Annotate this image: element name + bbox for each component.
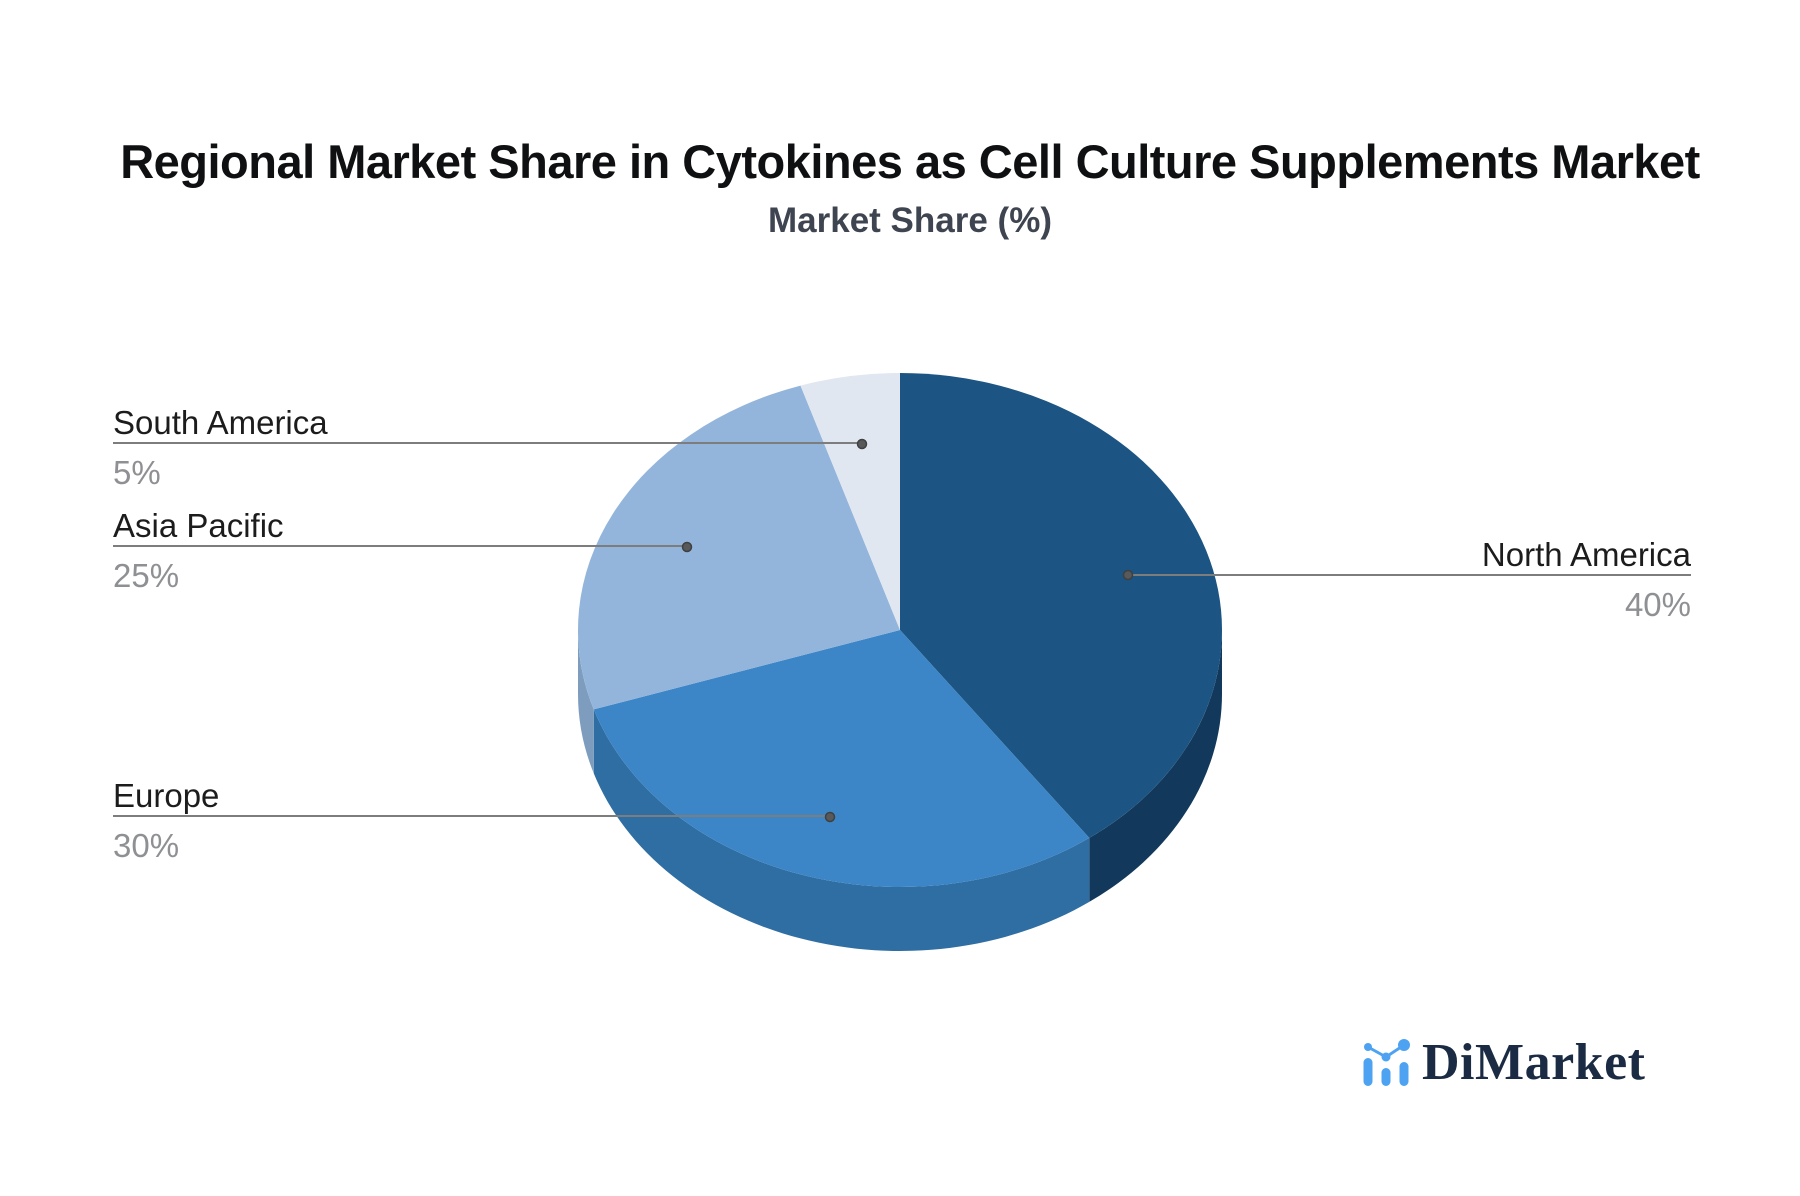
bar-line-chart-icon — [1363, 1039, 1410, 1086]
callout-label: South America — [113, 404, 328, 441]
leader-dot-north-america — [1122, 569, 1134, 581]
pie-slice-europe — [593, 630, 1090, 887]
leader-dot-europe — [824, 811, 836, 823]
page-title: Regional Market Share in Cytokines as Ce… — [120, 135, 1700, 188]
leader-dot-south-america — [856, 438, 868, 450]
callout-value: 25% — [113, 557, 180, 594]
brand-name: DiMarket — [1422, 1034, 1646, 1091]
pie-slice-north-america — [900, 373, 1222, 838]
chart-subtitle: Market Share (%) — [768, 200, 1052, 240]
chart-header: Regional Market Share in Cytokines as Ce… — [0, 136, 1800, 240]
callout-value: 5% — [113, 454, 161, 491]
pie-slice-asia-pacific — [578, 385, 900, 710]
callout-label: Europe — [113, 777, 220, 814]
callout-value: 40% — [1624, 586, 1691, 623]
pie-slice-north-america-side — [1089, 630, 1222, 902]
callout-label: North America — [1481, 536, 1691, 573]
callout-label: Asia Pacific — [113, 507, 284, 544]
pie-slice-asia-pacific-side — [578, 630, 594, 774]
leader-dot-asia-pacific — [681, 541, 693, 553]
brand-logo: DiMarket — [1362, 1034, 1646, 1091]
pie-slice-europe-side — [593, 709, 1090, 951]
callout-value: 30% — [113, 827, 180, 864]
pie-slice-south-america — [800, 373, 900, 630]
